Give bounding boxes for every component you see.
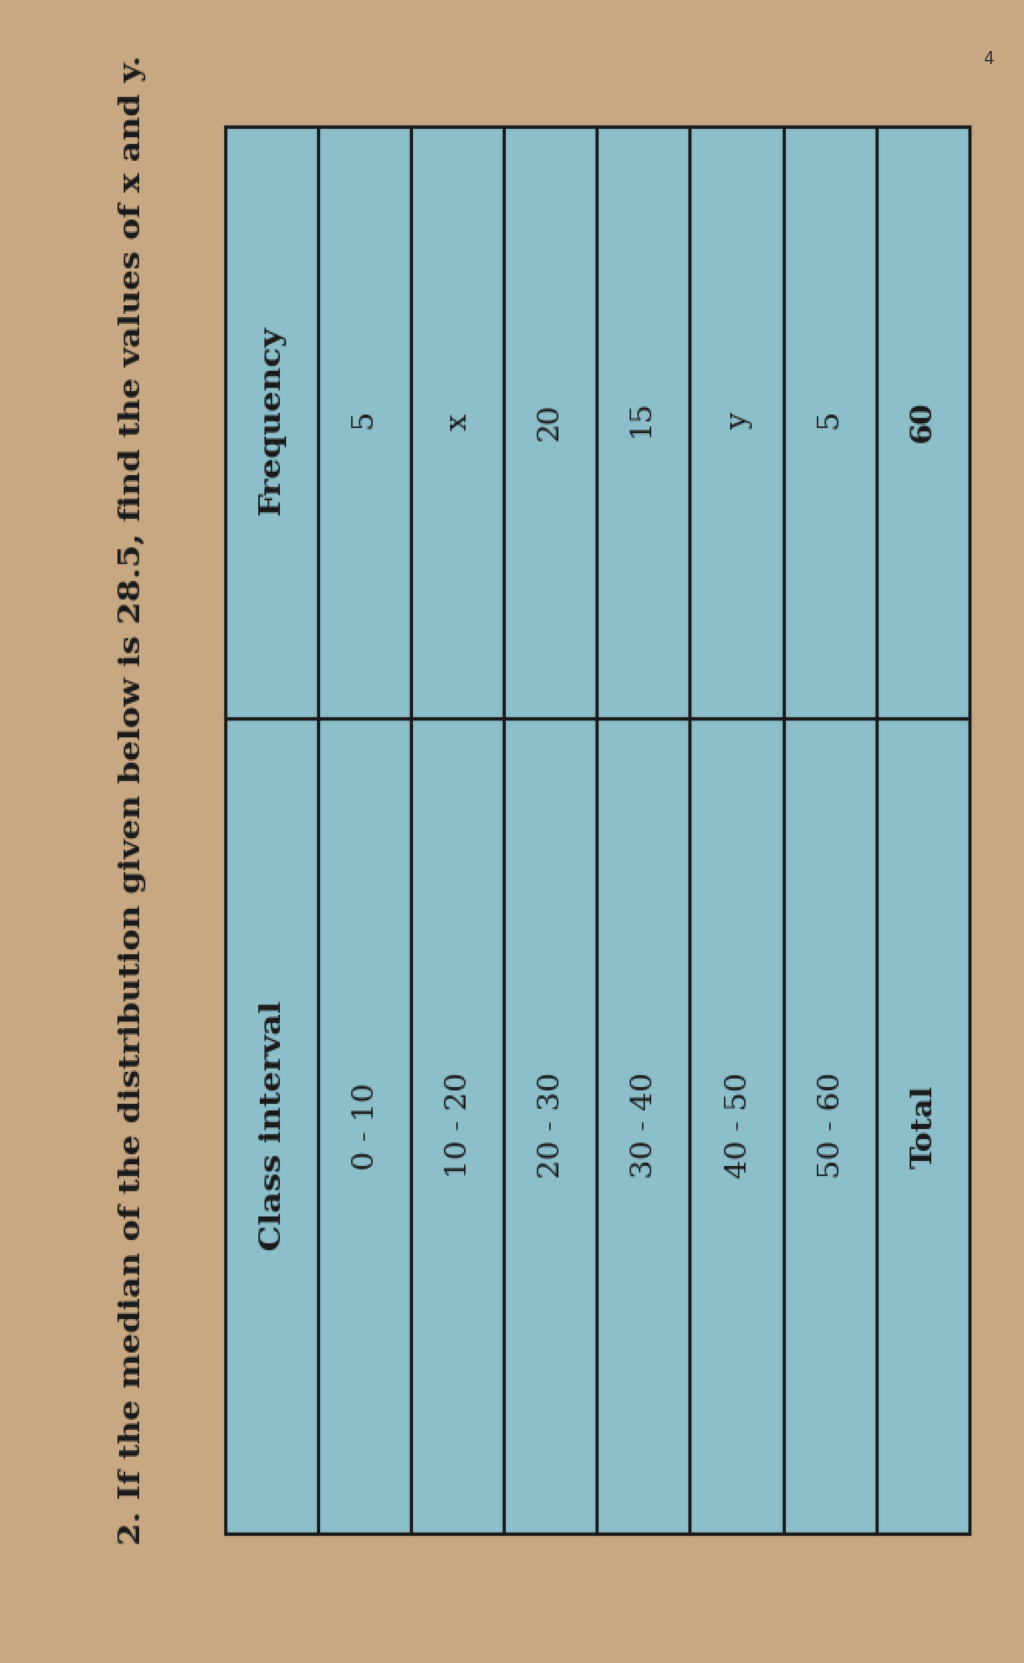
Text: 4: 4 (983, 50, 993, 68)
